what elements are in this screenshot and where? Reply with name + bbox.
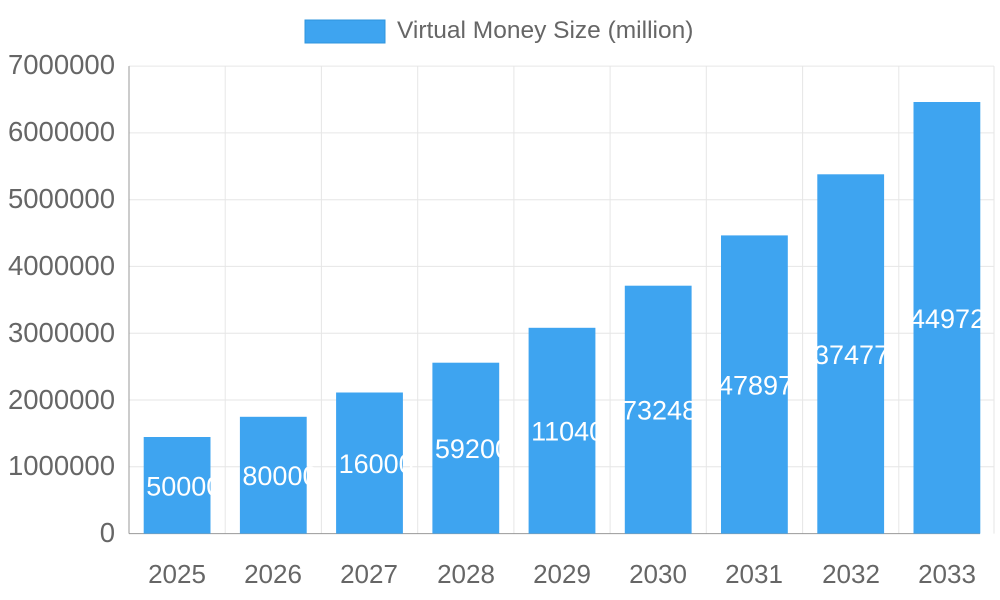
- svg-text:80000: 80000: [242, 461, 317, 491]
- svg-text:2030: 2030: [629, 559, 687, 589]
- svg-text:2027: 2027: [340, 559, 398, 589]
- svg-text:4000000: 4000000: [8, 250, 115, 281]
- svg-text:47897: 47897: [718, 371, 793, 401]
- svg-text:2000000: 2000000: [8, 384, 115, 415]
- svg-text:6000000: 6000000: [8, 116, 115, 147]
- svg-text:2028: 2028: [437, 559, 495, 589]
- svg-text:2032: 2032: [822, 559, 880, 589]
- svg-text:59200: 59200: [435, 434, 510, 464]
- svg-text:7000000: 7000000: [8, 49, 115, 80]
- svg-text:2025: 2025: [148, 559, 206, 589]
- svg-text:37477: 37477: [814, 340, 889, 370]
- svg-text:0: 0: [100, 517, 115, 548]
- svg-text:5000000: 5000000: [8, 183, 115, 214]
- svg-text:2033: 2033: [918, 559, 976, 589]
- svg-text:2026: 2026: [244, 559, 302, 589]
- svg-text:2029: 2029: [533, 559, 591, 589]
- svg-text:1000000: 1000000: [8, 450, 115, 481]
- svg-text:50000: 50000: [146, 471, 221, 501]
- svg-text:2031: 2031: [725, 559, 783, 589]
- svg-text:11040: 11040: [531, 417, 604, 447]
- svg-text:44972: 44972: [910, 304, 985, 334]
- svg-text:Virtual Money Size (million): Virtual Money Size (million): [397, 17, 693, 44]
- svg-text:16000: 16000: [339, 449, 414, 479]
- svg-text:73248: 73248: [622, 396, 697, 426]
- svg-text:3000000: 3000000: [8, 317, 115, 348]
